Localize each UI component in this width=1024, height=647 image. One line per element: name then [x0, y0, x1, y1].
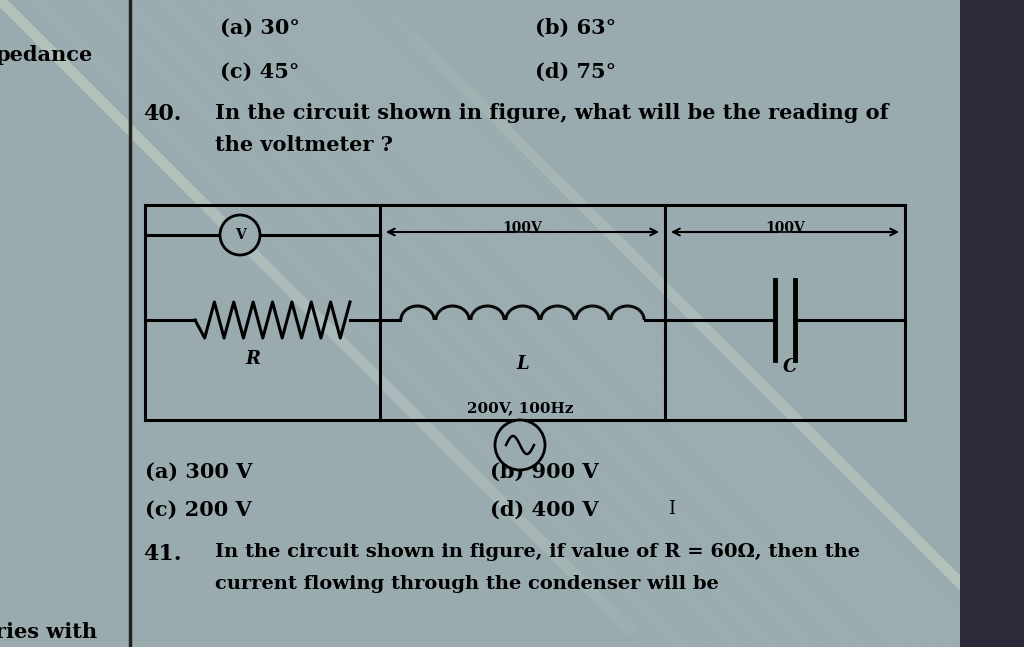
Text: (d) 400 V: (d) 400 V: [490, 500, 599, 520]
Text: ries with: ries with: [0, 622, 97, 642]
Text: (a) 300 V: (a) 300 V: [145, 462, 252, 482]
Text: C: C: [782, 358, 798, 376]
Circle shape: [220, 215, 260, 255]
Text: R: R: [245, 350, 260, 368]
Text: (a) 30°: (a) 30°: [220, 18, 300, 38]
Text: (c) 200 V: (c) 200 V: [145, 500, 252, 520]
Text: the voltmeter ?: the voltmeter ?: [215, 135, 393, 155]
Text: V: V: [234, 228, 246, 242]
Circle shape: [495, 420, 545, 470]
Polygon shape: [961, 0, 1024, 647]
Text: (d) 75°: (d) 75°: [535, 62, 616, 82]
Text: pedance: pedance: [0, 45, 92, 65]
Text: (c) 45°: (c) 45°: [220, 62, 299, 82]
Text: In the circuit shown in figure, if value of R = 60Ω, then the: In the circuit shown in figure, if value…: [215, 543, 860, 561]
Text: 100V: 100V: [765, 221, 805, 235]
Text: 41.: 41.: [143, 543, 181, 565]
Text: (b) 900 V: (b) 900 V: [490, 462, 599, 482]
Text: I: I: [668, 500, 675, 518]
Text: (b) 63°: (b) 63°: [535, 18, 616, 38]
Text: current flowing through the condenser will be: current flowing through the condenser wi…: [215, 575, 719, 593]
Text: 100V: 100V: [503, 221, 543, 235]
Text: In the circuit shown in figure, what will be the reading of: In the circuit shown in figure, what wil…: [215, 103, 889, 123]
Text: L: L: [516, 355, 528, 373]
Text: 200V, 100Hz: 200V, 100Hz: [467, 401, 573, 415]
Text: 40.: 40.: [143, 103, 181, 125]
